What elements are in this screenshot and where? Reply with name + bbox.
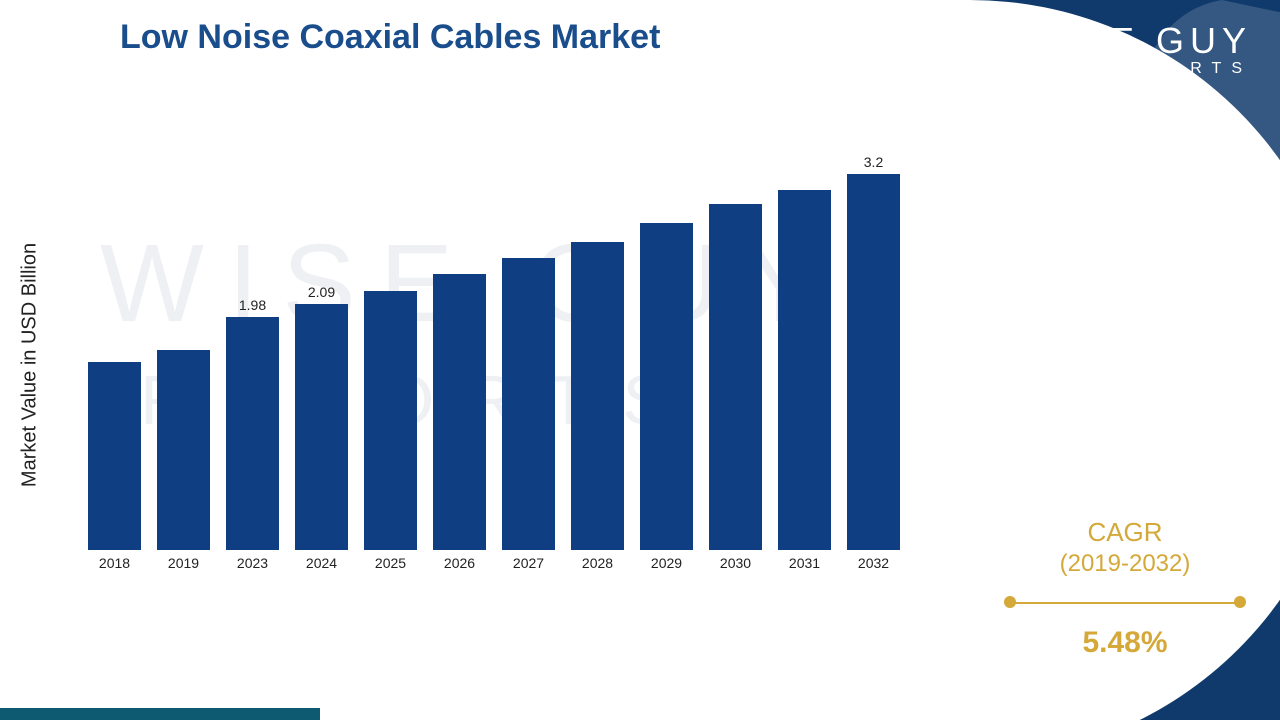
x-tick: 2029 [640, 555, 693, 571]
brand-logo: WISE GUY REPORTS [1024, 20, 1252, 78]
bar: 3.2 [847, 154, 900, 550]
bar [778, 170, 831, 550]
cagr-value: 5.48% [1010, 626, 1240, 660]
bar [502, 238, 555, 550]
bar-rect [364, 291, 417, 550]
x-tick: 2018 [88, 555, 141, 571]
bar-rect [847, 174, 900, 550]
x-tick: 2032 [847, 555, 900, 571]
bar: 2.09 [295, 284, 348, 550]
x-tick: 2025 [364, 555, 417, 571]
cagr-block: CAGR (2019-2032) 5.48% [1010, 517, 1240, 660]
x-tick: 2024 [295, 555, 348, 571]
x-tick: 2019 [157, 555, 210, 571]
dot-icon [1234, 596, 1246, 608]
bar-rect [157, 350, 210, 550]
bar-rect [709, 204, 762, 550]
cagr-range: (2019-2032) [1010, 550, 1240, 578]
bar-value-label: 1.98 [239, 297, 266, 313]
bar-rect [640, 223, 693, 550]
plot-area: 1.98 2.09 3.2 [88, 150, 900, 550]
x-tick: 2026 [433, 555, 486, 571]
cagr-label: CAGR [1010, 517, 1240, 548]
dot-icon [1004, 596, 1016, 608]
bottom-accent-bar [0, 708, 320, 720]
bar-rect [502, 258, 555, 550]
bar-rect [571, 242, 624, 550]
x-tick: 2030 [709, 555, 762, 571]
x-tick: 2023 [226, 555, 279, 571]
bar [433, 254, 486, 550]
bar-rect [226, 317, 279, 550]
bar [709, 184, 762, 550]
chart-title: Low Noise Coaxial Cables Market [120, 18, 660, 57]
x-tick: 2027 [502, 555, 555, 571]
bar [364, 271, 417, 550]
bar-rect [433, 274, 486, 550]
chart-infographic: WISE GUY REPORTS Low Noise Coaxial Cable… [0, 0, 1280, 720]
bar-value-label: 3.2 [864, 154, 883, 170]
bar-rect [295, 304, 348, 550]
bar [640, 203, 693, 550]
x-tick: 2031 [778, 555, 831, 571]
cagr-separator [1010, 592, 1240, 612]
bar-rect [778, 190, 831, 550]
head-icon [1102, 0, 1280, 260]
bar [157, 330, 210, 550]
bar-chart: Market Value in USD Billion 1.982.093.2 … [70, 150, 900, 580]
bar [88, 342, 141, 550]
y-axis-label: Market Value in USD Billion [19, 243, 42, 487]
bar [571, 222, 624, 550]
bar-rect [88, 362, 141, 550]
x-axis: 2018 2019 2023 2024 2025 2026 2027 2028 2029 2030… [88, 555, 900, 571]
bar-value-label: 2.09 [308, 284, 335, 300]
bar: 1.98 [226, 297, 279, 550]
x-tick: 2028 [571, 555, 624, 571]
